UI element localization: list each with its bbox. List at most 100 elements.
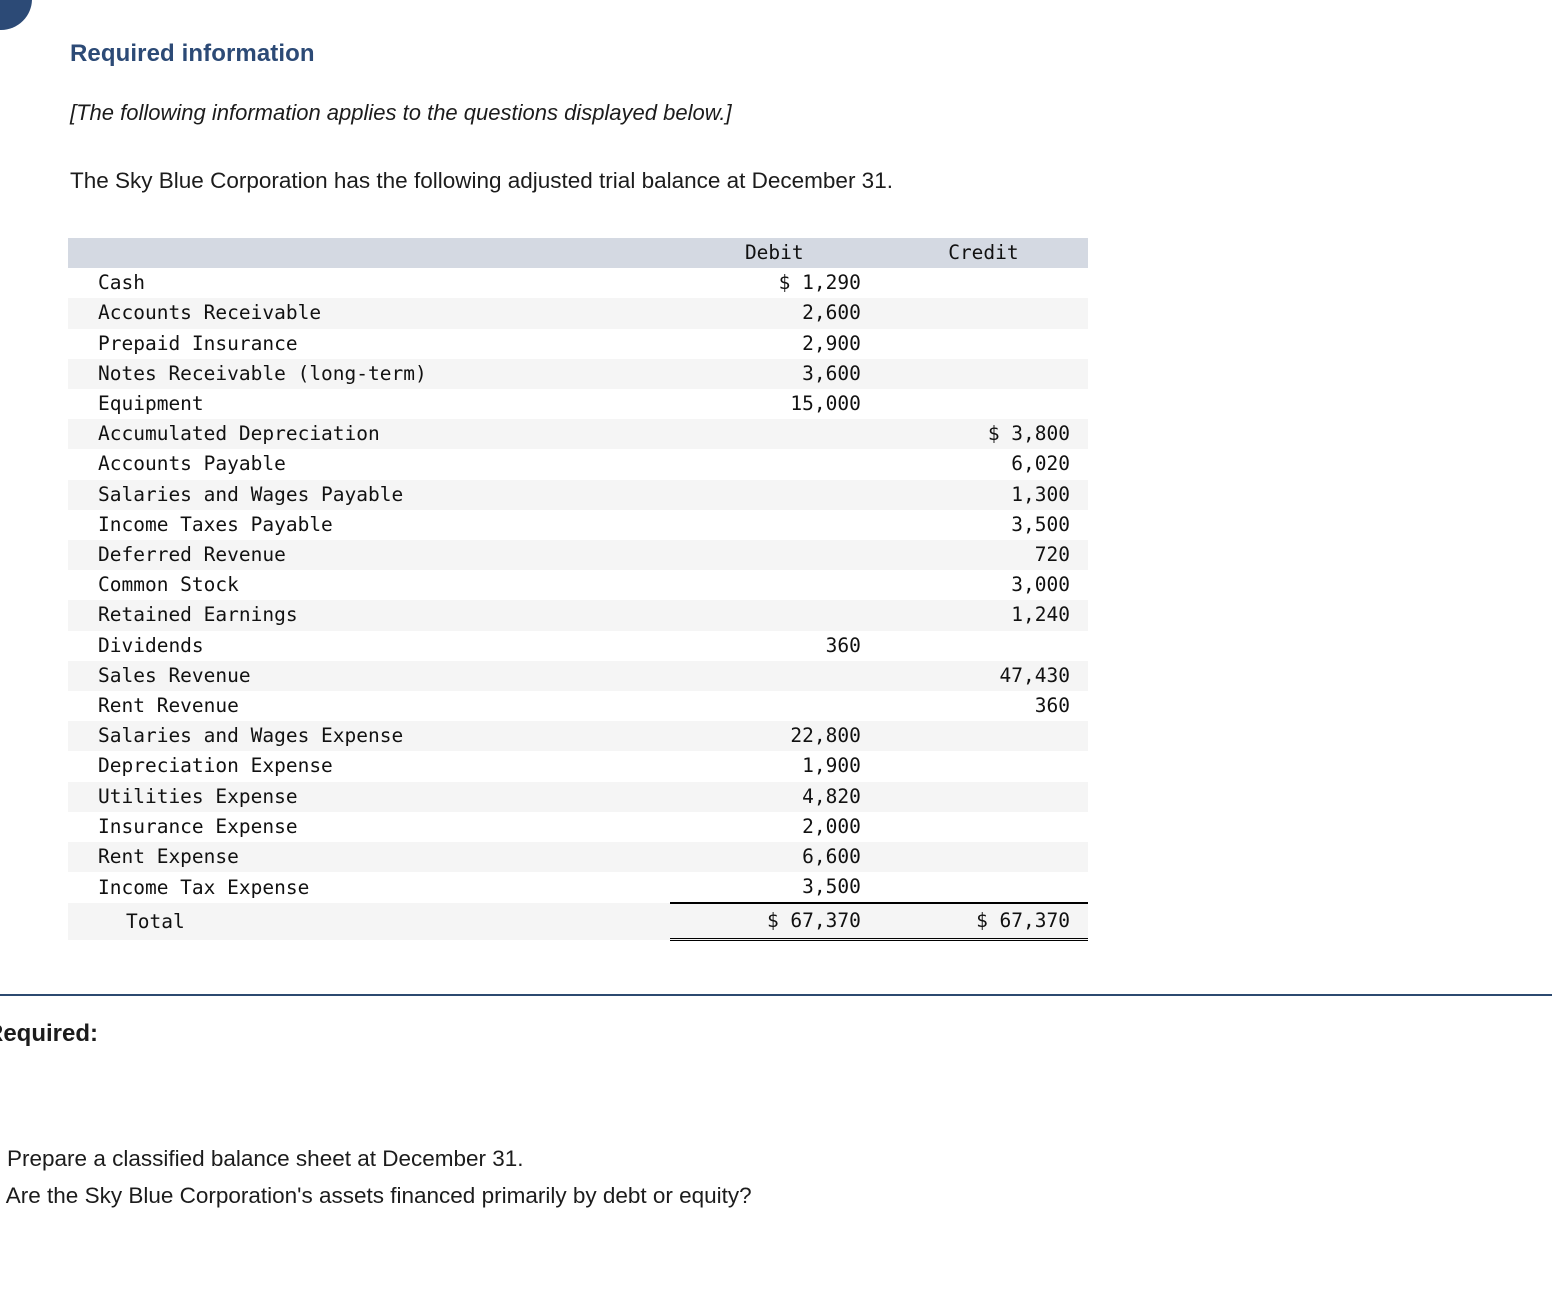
cell-credit: 47,430 — [999, 663, 1070, 687]
cell-debit — [670, 600, 879, 630]
cell-account: Common Stock — [98, 573, 239, 597]
cell-credit: 720 — [1034, 543, 1070, 567]
table-row: Accumulated Depreciation $ 3,800 — [68, 419, 1088, 450]
table-row: Rent Revenue 360 — [68, 691, 1088, 722]
cell-account: Notes Receivable (long-term) — [98, 361, 427, 385]
cell-credit: 1,300 — [1011, 482, 1070, 506]
cell-credit — [879, 329, 1088, 359]
cell-debit — [670, 691, 879, 721]
cell-debit — [670, 449, 879, 479]
cell-credit — [879, 782, 1088, 812]
column-header-account — [68, 238, 670, 268]
cell-account: Sales Revenue — [98, 663, 251, 687]
cell-credit: 1,240 — [1011, 603, 1070, 627]
cell-account: Income Tax Expense — [98, 875, 310, 899]
cell-account: Depreciation Expense — [98, 754, 333, 778]
cell-account: Cash — [98, 271, 145, 295]
cell-credit: 6,020 — [1011, 452, 1070, 476]
table-row: Sales Revenue 47,430 — [68, 660, 1088, 692]
table-row: Income Tax Expense 3,500 — [68, 872, 1088, 905]
cell-credit — [879, 842, 1088, 872]
table-row: Deferred Revenue 720 — [68, 540, 1088, 571]
cell-account: Salaries and Wages Payable — [98, 482, 404, 506]
cell-credit — [879, 721, 1088, 751]
table-row: Insurance Expense 2,000 — [68, 811, 1088, 843]
cell-account: Income Taxes Payable — [98, 512, 333, 536]
table-row: Rent Expense 6,600 — [68, 842, 1088, 873]
cell-debit: 3,600 — [802, 361, 861, 385]
table-header-row: Debit Credit — [68, 238, 1088, 269]
cell-account: Dividends — [98, 633, 204, 657]
total-label: Total — [126, 909, 185, 933]
cell-credit — [879, 751, 1088, 781]
cell-account: Insurance Expense — [98, 814, 298, 838]
table-row: Accounts Payable 6,020 — [68, 449, 1088, 480]
cell-debit — [670, 661, 879, 691]
cell-credit: $ 3,800 — [987, 422, 1070, 446]
table-row: Dividends 360 — [68, 630, 1088, 661]
column-header-debit: Debit — [744, 241, 804, 264]
cell-credit: 3,500 — [1011, 512, 1070, 536]
cell-debit — [670, 510, 879, 540]
required-item: 2. Are the Sky Blue Corporation's assets… — [0, 1183, 752, 1208]
cell-debit — [670, 540, 879, 570]
cell-debit — [670, 570, 879, 600]
cell-account: Retained Earnings — [98, 603, 298, 627]
cell-account: Equipment — [98, 392, 204, 416]
table-row: Income Taxes Payable 3,500 — [68, 509, 1088, 541]
cell-debit: 2,000 — [802, 814, 861, 838]
cell-debit: 22,800 — [790, 724, 861, 748]
trial-balance-table: Debit Credit Cash $ 1,290 Accounts Receiva… — [68, 238, 1088, 942]
cell-credit: 360 — [1034, 694, 1070, 718]
table-row: Salaries and Wages Payable 1,300 — [68, 479, 1088, 510]
table-row: Prepaid Insurance 2,900 — [68, 328, 1088, 359]
cell-debit: 2,600 — [802, 301, 861, 325]
cell-account: Accumulated Depreciation — [98, 422, 380, 446]
cell-account: Salaries and Wages Expense — [98, 724, 404, 748]
page-title: Required information — [70, 40, 315, 67]
cell-debit — [670, 480, 879, 510]
cell-debit: 2,900 — [802, 331, 861, 355]
table-row: Common Stock 3,000 — [68, 570, 1088, 601]
cell-credit: 3,000 — [1011, 573, 1070, 597]
required-heading: Required: — [0, 1020, 99, 1047]
cell-account: Utilities Expense — [98, 784, 298, 808]
cell-debit: 3,500 — [669, 872, 879, 905]
cell-account: Accounts Payable — [98, 452, 286, 476]
cell-credit — [879, 268, 1088, 298]
table-row: Accounts Receivable 2,600 — [68, 298, 1088, 329]
required-questions-list: 1. Prepare a classified balance sheet at… — [0, 1140, 1382, 1214]
total-debit: $ 67,370 — [669, 903, 879, 942]
table-row: Salaries and Wages Expense 22,800 — [68, 721, 1088, 752]
cell-debit: 1,900 — [802, 754, 861, 778]
cell-credit — [879, 359, 1088, 389]
table-row: Notes Receivable (long-term) 3,600 — [68, 358, 1088, 390]
cell-credit — [879, 812, 1088, 842]
cell-debit — [670, 419, 879, 449]
intro-sentence: The Sky Blue Corporation has the followi… — [70, 168, 893, 193]
cell-account: Rent Expense — [98, 845, 239, 869]
cell-account: Prepaid Insurance — [98, 331, 298, 355]
column-header-credit: Credit — [948, 241, 1019, 264]
table-row: Retained Earnings 1,240 — [68, 600, 1088, 631]
table-row: Equipment 15,000 — [68, 389, 1088, 420]
cell-account: Deferred Revenue — [98, 543, 286, 567]
table-row: Depreciation Expense 1,900 — [68, 751, 1088, 782]
cell-debit: 4,820 — [802, 784, 861, 808]
cell-debit: 360 — [825, 633, 861, 657]
cell-debit: 15,000 — [790, 392, 861, 416]
cell-credit — [879, 389, 1088, 419]
cell-account: Accounts Receivable — [98, 301, 322, 325]
applies-note: [The following information applies to th… — [70, 100, 732, 125]
table-total-row: Total $ 67,370 $ 67,370 — [68, 903, 1088, 942]
cell-credit — [879, 631, 1088, 661]
total-credit: $ 67,370 — [878, 903, 1088, 942]
cell-debit: $ 1,290 — [778, 271, 861, 295]
circle-badge-icon — [0, 0, 32, 30]
section-divider — [0, 994, 1552, 996]
required-item: 1. Prepare a classified balance sheet at… — [0, 1146, 524, 1171]
cell-account: Rent Revenue — [98, 694, 239, 718]
cell-credit — [878, 872, 1088, 905]
cell-credit — [879, 298, 1088, 328]
table-row: Utilities Expense 4,820 — [68, 781, 1088, 812]
